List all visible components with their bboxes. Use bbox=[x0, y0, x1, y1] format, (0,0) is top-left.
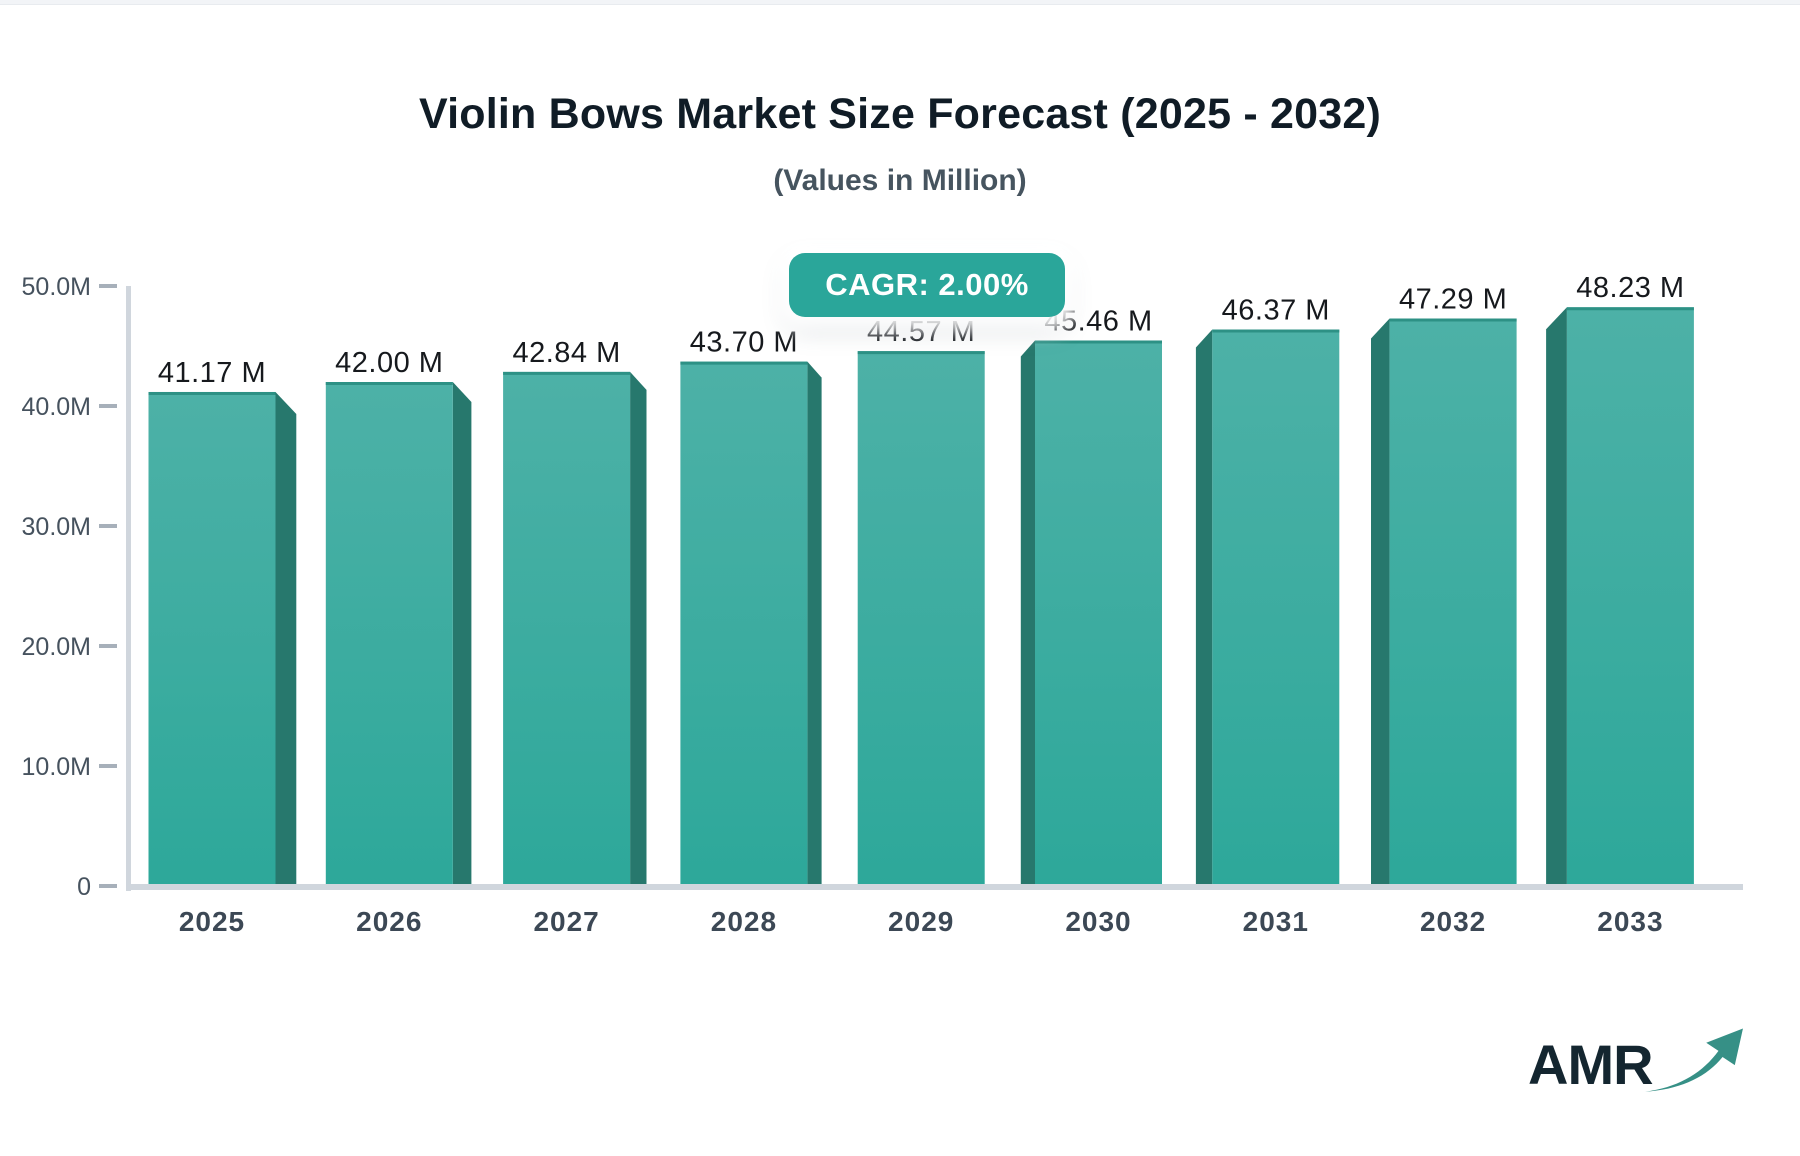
bar-side-2025 bbox=[275, 391, 297, 886]
bar-value-label-2028: 43.70 M bbox=[690, 327, 798, 359]
x-tick-label-2033: 2033 bbox=[1597, 906, 1663, 937]
bar-side-2033 bbox=[1546, 307, 1567, 886]
bar-side-2028 bbox=[807, 361, 822, 887]
bar-side-2030 bbox=[1020, 340, 1035, 887]
bar-value-label-2029: 44.57 M bbox=[867, 316, 975, 348]
bar-2026 bbox=[325, 382, 453, 886]
y-axis-line bbox=[126, 286, 131, 891]
bar-side-2027 bbox=[630, 371, 647, 886]
bar-2033 bbox=[1566, 307, 1694, 886]
window-top-edge bbox=[0, 0, 1800, 5]
y-tick-label-40.0M: 40.0M bbox=[22, 393, 91, 421]
amr-logo-text: AMR bbox=[1528, 1033, 1654, 1096]
bar-value-label-2033: 48.23 M bbox=[1576, 272, 1684, 304]
y-tick-label-30.0M: 30.0M bbox=[22, 513, 91, 541]
y-tick-label-10.0M: 10.0M bbox=[22, 753, 91, 781]
bar-2031 bbox=[1212, 329, 1340, 886]
x-tick-label-2030: 2030 bbox=[1065, 906, 1131, 937]
chart-title: Violin Bows Market Size Forecast (2025 -… bbox=[419, 90, 1381, 138]
x-tick-label-2029: 2029 bbox=[888, 906, 954, 937]
x-tick-label-2028: 2028 bbox=[711, 906, 777, 937]
bar-2032 bbox=[1389, 318, 1517, 886]
bar-2029 bbox=[857, 351, 985, 886]
bar-2030 bbox=[1035, 340, 1162, 887]
y-tick-label-0: 0 bbox=[77, 873, 91, 901]
bar-side-2031 bbox=[1195, 329, 1213, 886]
x-tick-label-2032: 2032 bbox=[1420, 906, 1486, 937]
bar-side-2032 bbox=[1371, 318, 1390, 886]
bar-2028 bbox=[680, 361, 808, 887]
y-tick-label-20.0M: 20.0M bbox=[22, 633, 91, 661]
chart-subtitle: (Values in Million) bbox=[773, 164, 1027, 197]
cagr-badge: CAGR: 2.00% bbox=[789, 253, 1065, 317]
bar-value-label-2027: 42.84 M bbox=[512, 337, 620, 369]
bar-2025 bbox=[148, 391, 276, 886]
x-tick-label-2025: 2025 bbox=[179, 906, 245, 937]
bar-2027 bbox=[503, 371, 631, 886]
bar-value-label-2030: 45.46 M bbox=[1044, 305, 1152, 337]
x-tick-label-2031: 2031 bbox=[1243, 906, 1309, 937]
bar-value-label-2026: 42.00 M bbox=[335, 347, 443, 379]
bar-value-label-2031: 46.37 M bbox=[1222, 295, 1330, 327]
x-tick-label-2027: 2027 bbox=[533, 906, 599, 937]
bar-side-2026 bbox=[452, 382, 472, 886]
y-tick-label-50.0M: 50.0M bbox=[22, 273, 91, 301]
x-axis-line bbox=[126, 884, 1743, 890]
amr-logo: AMR bbox=[1528, 1028, 1745, 1102]
bar-value-label-2025: 41.17 M bbox=[158, 357, 266, 389]
bar-value-label-2032: 47.29 M bbox=[1399, 284, 1507, 316]
growth-arrow-icon bbox=[1644, 1028, 1743, 1092]
x-tick-label-2026: 2026 bbox=[356, 906, 422, 937]
